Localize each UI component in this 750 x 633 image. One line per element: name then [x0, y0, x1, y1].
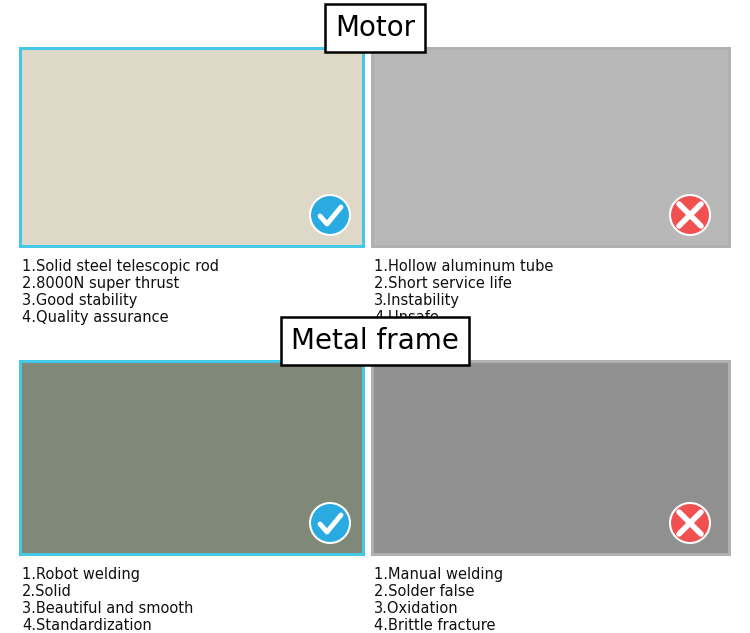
Text: 2.Solder false: 2.Solder false — [374, 584, 475, 599]
Text: 4.Unsafe: 4.Unsafe — [374, 310, 439, 325]
Bar — [22, 363, 362, 553]
Text: 4.Brittle fracture: 4.Brittle fracture — [374, 618, 496, 633]
Bar — [19, 47, 365, 248]
Text: Motor: Motor — [335, 14, 415, 42]
Text: 2.Short service life: 2.Short service life — [374, 276, 512, 291]
Circle shape — [670, 195, 710, 235]
Text: 3.Instability: 3.Instability — [374, 293, 460, 308]
Bar — [374, 50, 728, 245]
Circle shape — [310, 195, 350, 235]
Text: 4.Standardization: 4.Standardization — [22, 618, 152, 633]
Text: 1.Hollow aluminum tube: 1.Hollow aluminum tube — [374, 259, 554, 274]
Text: 3.Beautiful and smooth: 3.Beautiful and smooth — [22, 601, 194, 616]
Text: 1.Solid steel telescopic rod: 1.Solid steel telescopic rod — [22, 259, 219, 274]
Text: 3.Good stability: 3.Good stability — [22, 293, 137, 308]
Text: 2.Solid: 2.Solid — [22, 584, 72, 599]
Text: 2.8000N super thrust: 2.8000N super thrust — [22, 276, 179, 291]
Text: 1.Manual welding: 1.Manual welding — [374, 567, 503, 582]
Bar — [371, 47, 731, 248]
Bar — [374, 363, 728, 553]
Bar — [371, 360, 731, 556]
Text: Metal frame: Metal frame — [291, 327, 459, 355]
Circle shape — [670, 503, 710, 543]
Text: 3.Oxidation: 3.Oxidation — [374, 601, 458, 616]
Bar — [22, 50, 362, 245]
Text: 1.Robot welding: 1.Robot welding — [22, 567, 140, 582]
Text: 4.Quality assurance: 4.Quality assurance — [22, 310, 169, 325]
Bar — [19, 360, 365, 556]
Circle shape — [310, 503, 350, 543]
